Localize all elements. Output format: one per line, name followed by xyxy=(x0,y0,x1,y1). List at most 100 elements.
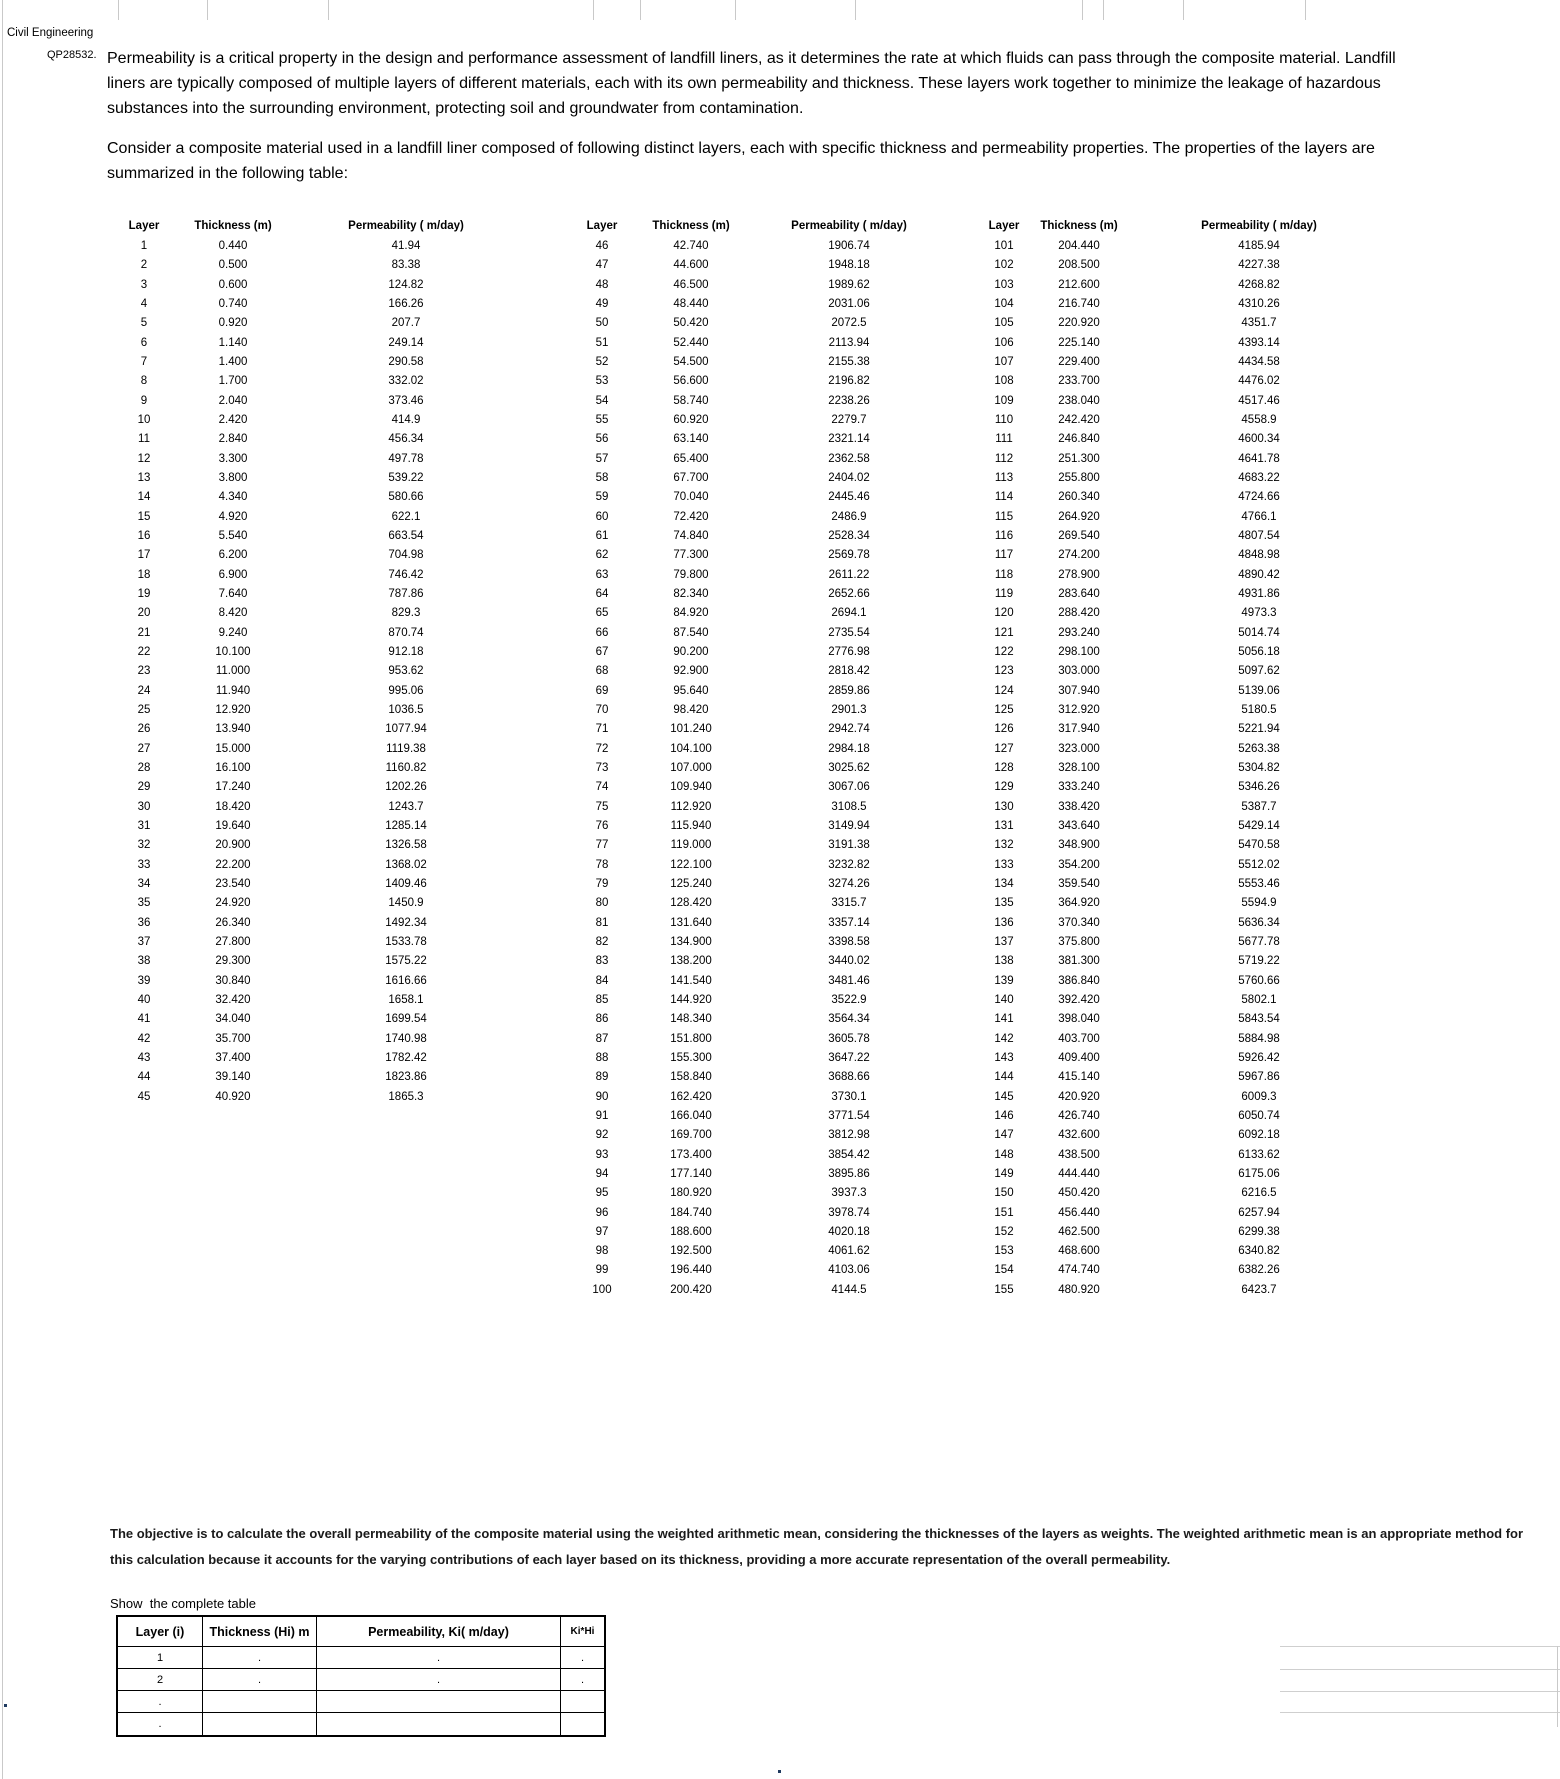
answer-cell[interactable] xyxy=(317,1691,561,1713)
answer-cell[interactable] xyxy=(561,1713,604,1735)
layer-number: 59 xyxy=(595,491,609,504)
thickness-value: 13.940 xyxy=(215,723,251,736)
permeability-value: 5719.22 xyxy=(1238,955,1280,968)
permeability-value: 3149.94 xyxy=(828,819,870,832)
thickness-value: 158.840 xyxy=(670,1071,712,1084)
permeability-value: 5594.9 xyxy=(1241,897,1277,910)
layer-number: 20 xyxy=(137,607,151,620)
answer-cell[interactable]: . xyxy=(561,1669,604,1691)
thickness-value: 370.340 xyxy=(1058,916,1100,929)
answer-cell[interactable]: . xyxy=(203,1647,317,1669)
empty-cell-gridline xyxy=(1280,1691,1560,1692)
thickness-value: 9.240 xyxy=(218,626,248,639)
thickness-value: 1.140 xyxy=(218,336,248,349)
thickness-value: 128.420 xyxy=(670,897,712,910)
layer-number: 126 xyxy=(994,723,1014,736)
answer-cell[interactable]: 1 xyxy=(118,1647,203,1669)
permeability-value: 704.98 xyxy=(388,549,424,562)
column-tick xyxy=(735,0,736,20)
thickness-value: 24.920 xyxy=(215,897,251,910)
permeability-value: 953.62 xyxy=(388,665,424,678)
layer-number: 105 xyxy=(994,317,1014,330)
layer-number: 146 xyxy=(994,1109,1014,1122)
answer-cell[interactable] xyxy=(203,1713,317,1735)
thickness-value: 50.420 xyxy=(673,317,709,330)
answer-cell[interactable] xyxy=(561,1691,604,1713)
thickness-value: 148.340 xyxy=(670,1013,712,1026)
permeability-value: 5014.74 xyxy=(1238,626,1280,639)
permeability-value: 5553.46 xyxy=(1238,877,1280,890)
thickness-value: 323.000 xyxy=(1058,742,1100,755)
layer-number: 147 xyxy=(994,1129,1014,1142)
permeability-value: 2196.82 xyxy=(828,375,870,388)
layer-number: 21 xyxy=(137,626,151,639)
permeability-value: 1492.34 xyxy=(385,916,427,929)
answer-cell[interactable] xyxy=(203,1691,317,1713)
thickness-value: 180.920 xyxy=(670,1187,712,1200)
permeability-value: 1740.98 xyxy=(385,1032,427,1045)
column-tick xyxy=(593,0,594,20)
permeability-value: 4683.22 xyxy=(1238,471,1280,484)
thickness-value: 173.400 xyxy=(670,1148,712,1161)
col-header-layer: Layer xyxy=(586,220,618,232)
thickness-value: 450.420 xyxy=(1058,1187,1100,1200)
thickness-value: 17.240 xyxy=(215,781,251,794)
layer-number: 123 xyxy=(994,665,1014,678)
layer-number: 150 xyxy=(994,1187,1014,1200)
layer-number: 134 xyxy=(994,877,1014,890)
thickness-value: 2.420 xyxy=(218,413,248,426)
empty-cell-gridline xyxy=(1280,1712,1560,1713)
column-tick xyxy=(118,0,119,20)
thickness-value: 398.040 xyxy=(1058,1013,1100,1026)
permeability-value: 6423.7 xyxy=(1241,1283,1277,1296)
permeability-value: 5636.34 xyxy=(1238,916,1280,929)
thickness-value: 264.920 xyxy=(1058,510,1100,523)
answer-cell[interactable]: . xyxy=(118,1691,203,1713)
layer-number: 135 xyxy=(994,897,1014,910)
thickness-value: 386.840 xyxy=(1058,974,1100,987)
thickness-value: 328.100 xyxy=(1058,761,1100,774)
answer-cell[interactable]: . xyxy=(561,1647,604,1669)
thickness-value: 19.640 xyxy=(215,819,251,832)
thickness-value: 426.740 xyxy=(1058,1109,1100,1122)
answer-cell[interactable]: 2 xyxy=(118,1669,203,1691)
thickness-value: 444.440 xyxy=(1058,1167,1100,1180)
layer-number: 34 xyxy=(137,877,151,890)
thickness-value: 4.340 xyxy=(218,491,248,504)
consider-line-2: summarized in the following table: xyxy=(107,165,349,182)
permeability-value: 4020.18 xyxy=(828,1225,870,1238)
layer-number: 142 xyxy=(994,1032,1014,1045)
answer-cell[interactable]: . xyxy=(317,1647,561,1669)
layer-number: 118 xyxy=(994,568,1014,581)
layer-number: 86 xyxy=(595,1013,609,1026)
thickness-value: 462.500 xyxy=(1058,1225,1100,1238)
permeability-value: 1285.14 xyxy=(385,819,427,832)
thickness-value: 2.840 xyxy=(218,433,248,446)
thickness-value: 144.920 xyxy=(670,993,712,1006)
layer-number: 128 xyxy=(994,761,1014,774)
answer-cell[interactable]: . xyxy=(317,1669,561,1691)
col-header-thickness: Thickness (m) xyxy=(1040,220,1118,232)
thickness-value: 184.740 xyxy=(670,1206,712,1219)
layer-number: 32 xyxy=(137,839,151,852)
column-tick xyxy=(207,0,208,20)
permeability-value: 3232.82 xyxy=(828,858,870,871)
answer-cell[interactable]: . xyxy=(203,1669,317,1691)
permeability-value: 1409.46 xyxy=(385,877,427,890)
layer-number: 5 xyxy=(140,317,148,330)
layer-number: 94 xyxy=(595,1167,609,1180)
column-tick xyxy=(328,0,329,20)
thickness-value: 354.200 xyxy=(1058,858,1100,871)
thickness-value: 52.440 xyxy=(673,336,709,349)
layer-number: 16 xyxy=(137,529,151,542)
thickness-value: 4.920 xyxy=(218,510,248,523)
answer-cell[interactable] xyxy=(317,1713,561,1735)
thickness-value: 188.600 xyxy=(670,1225,712,1238)
permeability-value: 2776.98 xyxy=(828,645,870,658)
thickness-value: 233.700 xyxy=(1058,375,1100,388)
permeability-value: 5470.58 xyxy=(1238,839,1280,852)
answer-cell[interactable]: . xyxy=(118,1713,203,1735)
layer-number: 62 xyxy=(595,549,609,562)
permeability-value: 3771.54 xyxy=(828,1109,870,1122)
layer-number: 155 xyxy=(994,1283,1014,1296)
